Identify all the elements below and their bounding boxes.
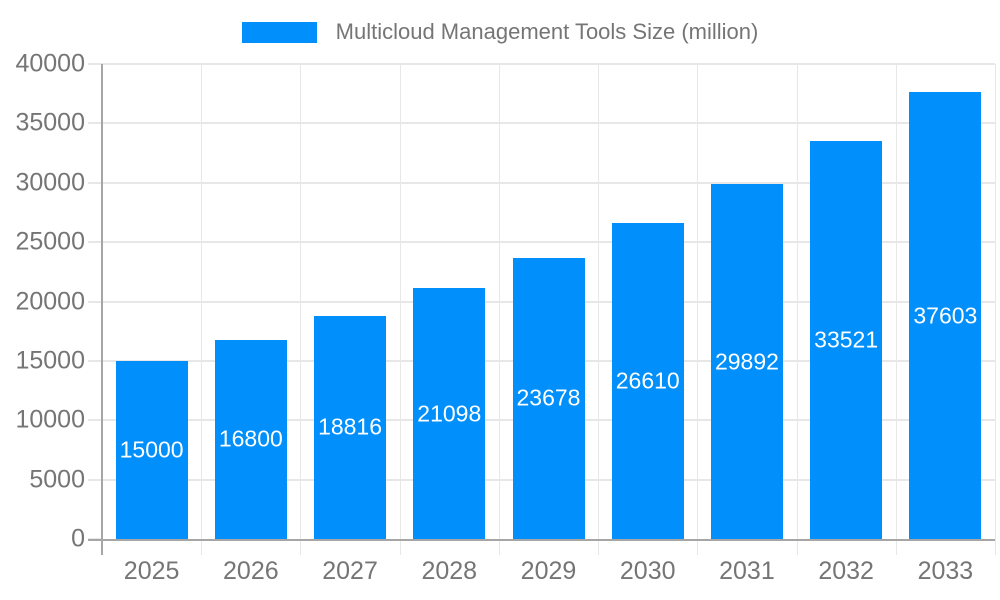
x-gridline xyxy=(697,64,699,539)
x-axis-tick xyxy=(300,539,302,555)
y-axis-tick xyxy=(88,241,102,244)
y-axis-line xyxy=(101,64,103,555)
bar-value-label: 33521 xyxy=(814,326,879,353)
x-gridline xyxy=(201,64,203,539)
y-axis-tick xyxy=(88,181,102,184)
y-axis-tick xyxy=(88,478,102,481)
x-tick-label: 2027 xyxy=(322,557,378,585)
bar xyxy=(413,288,486,539)
x-axis-line xyxy=(88,539,995,541)
x-gridline xyxy=(995,64,996,539)
legend-swatch-icon xyxy=(241,21,317,43)
x-gridline xyxy=(498,64,500,539)
x-axis-tick xyxy=(498,539,500,555)
x-axis-tick xyxy=(399,539,401,555)
bar xyxy=(810,140,883,539)
bar-value-label: 16800 xyxy=(218,425,283,452)
x-tick-label: 2025 xyxy=(123,557,180,585)
x-axis-tick xyxy=(796,539,798,555)
y-tick-label: 40000 xyxy=(15,49,85,78)
y-tick-label: 30000 xyxy=(15,168,85,197)
y-tick-label: 35000 xyxy=(15,108,85,137)
y-tick-label: 20000 xyxy=(15,287,85,315)
y-axis-tick xyxy=(88,122,102,125)
x-tick-label: 2029 xyxy=(520,557,577,585)
bar xyxy=(710,184,783,539)
bar-value-label: 21098 xyxy=(417,400,482,427)
x-axis-tick xyxy=(895,539,897,555)
y-tick-label: 15000 xyxy=(15,346,85,375)
bar-value-label: 18816 xyxy=(318,413,383,440)
bar xyxy=(512,257,585,539)
x-tick-label: 2032 xyxy=(818,557,874,585)
bar-value-label: 29892 xyxy=(714,348,779,375)
y-tick-label: 5000 xyxy=(29,465,85,494)
x-tick-label: 2030 xyxy=(619,557,676,585)
bar-value-label: 15000 xyxy=(119,436,184,463)
bar xyxy=(611,223,684,539)
bar xyxy=(214,339,287,539)
x-gridline xyxy=(399,64,401,539)
x-tick-label: 2028 xyxy=(421,557,478,585)
x-gridline xyxy=(300,64,302,539)
y-gridline xyxy=(102,181,995,184)
bar xyxy=(314,315,387,539)
y-axis-tick xyxy=(88,300,102,303)
chart-legend: Multicloud Management Tools Size (millio… xyxy=(0,14,1000,50)
bar xyxy=(115,360,188,539)
y-gridline xyxy=(102,241,995,244)
y-axis-tick xyxy=(88,63,102,65)
bar-value-label: 26610 xyxy=(615,367,680,394)
x-axis-tick xyxy=(697,539,699,555)
x-gridline xyxy=(796,64,798,539)
y-axis-tick xyxy=(88,359,102,362)
y-tick-label: 25000 xyxy=(15,227,85,256)
x-gridline xyxy=(598,64,600,539)
x-tick-label: 2031 xyxy=(719,557,775,585)
x-tick-label: 2033 xyxy=(917,557,974,585)
y-gridline xyxy=(102,122,995,125)
x-axis-tick xyxy=(995,539,996,555)
y-tick-label: 0 xyxy=(71,524,85,553)
bar xyxy=(909,92,982,539)
x-axis-tick xyxy=(201,539,203,555)
legend-item[interactable]: Multicloud Management Tools Size (millio… xyxy=(241,19,759,45)
y-gridline xyxy=(102,63,995,65)
bar-value-label: 37603 xyxy=(913,302,978,329)
x-gridline xyxy=(895,64,897,539)
x-tick-label: 2026 xyxy=(223,557,279,585)
legend-label: Multicloud Management Tools Size (millio… xyxy=(335,19,759,44)
y-axis-tick xyxy=(88,419,102,422)
x-axis-tick xyxy=(598,539,600,555)
bar-value-label: 23678 xyxy=(516,384,581,411)
y-tick-label: 10000 xyxy=(15,405,85,434)
